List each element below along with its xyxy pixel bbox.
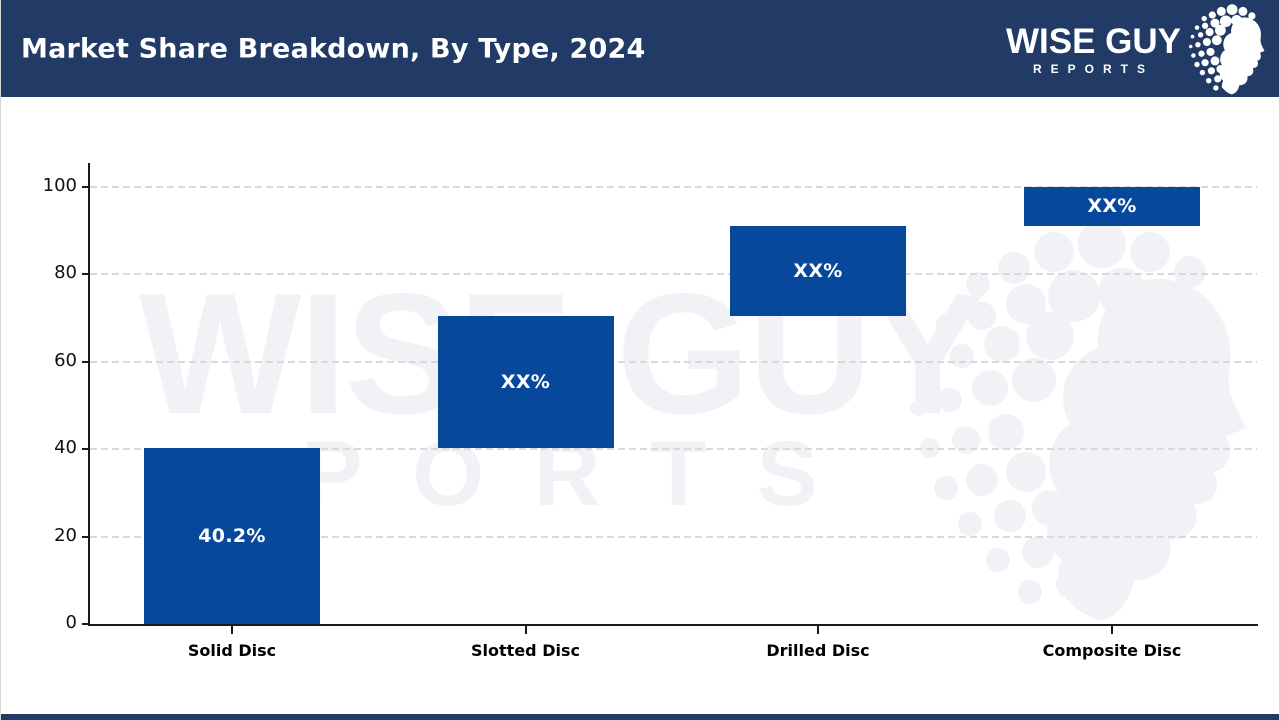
y-tick-40	[82, 448, 89, 451]
y-tick-label-40: 40	[54, 437, 77, 459]
category-label-drilled-disc: Drilled Disc	[766, 641, 870, 660]
x-tick-slotted-disc	[524, 626, 527, 634]
logo-reports-label: REPORTS	[1032, 62, 1154, 76]
logo-wiseguy-label: WISE GUY	[1005, 22, 1181, 61]
x-tick-drilled-disc	[817, 626, 819, 634]
x-tick-solid-disc	[231, 626, 233, 634]
y-tick-label-60: 60	[54, 349, 77, 371]
bar-label-composite-disc: XX%	[1087, 195, 1137, 218]
bar-label-slotted-disc: XX%	[500, 371, 551, 394]
y-tick-label-0: 0	[65, 612, 77, 633]
y-tick-60	[82, 360, 89, 363]
y-tick-80	[82, 273, 89, 276]
chart-title: Market Share Breakdown, By Type, 2024	[21, 33, 646, 64]
header-bar: Market Share Breakdown, By Type, 2024 WI…	[1, 0, 1279, 97]
gridline-40	[90, 448, 1257, 451]
footer-bar	[1, 714, 1279, 720]
y-tick-label-80: 80	[54, 262, 77, 284]
y-tick-label-20: 20	[54, 524, 77, 546]
x-axis-line	[88, 624, 1258, 626]
y-tick-100	[82, 186, 89, 188]
logo-text: WISE GUY REPORTS	[1006, 24, 1181, 76]
x-tick-composite-disc	[1111, 626, 1113, 634]
bar-composite-disc: XX%	[1024, 187, 1200, 226]
y-tick-label-100: 100	[42, 175, 77, 196]
wise-guy-logo: WISE GUY REPORTS	[1006, 0, 1269, 97]
category-label-solid-disc: Solid Disc	[187, 641, 277, 660]
bar-solid-disc: 40.2%	[144, 448, 320, 624]
gridline-80	[90, 273, 1257, 276]
category-label-composite-disc: Composite Disc	[1042, 641, 1182, 660]
y-axis-line	[88, 163, 90, 626]
gridline-60	[90, 360, 1257, 363]
gridline-100	[90, 186, 1257, 188]
y-tick-0	[82, 623, 89, 625]
y-tick-20	[82, 535, 89, 538]
gridline-20	[90, 535, 1257, 538]
logo-head-icon	[1188, 4, 1265, 95]
bar-slotted-disc: XX%	[437, 315, 614, 449]
bar-label-drilled-disc: XX%	[793, 259, 843, 282]
category-label-slotted-disc: Slotted Disc	[471, 641, 580, 660]
bar-label-solid-disc: 40.2%	[198, 525, 266, 548]
bar-drilled-disc: XX%	[730, 225, 906, 316]
watermark-head-logo	[910, 220, 1246, 620]
